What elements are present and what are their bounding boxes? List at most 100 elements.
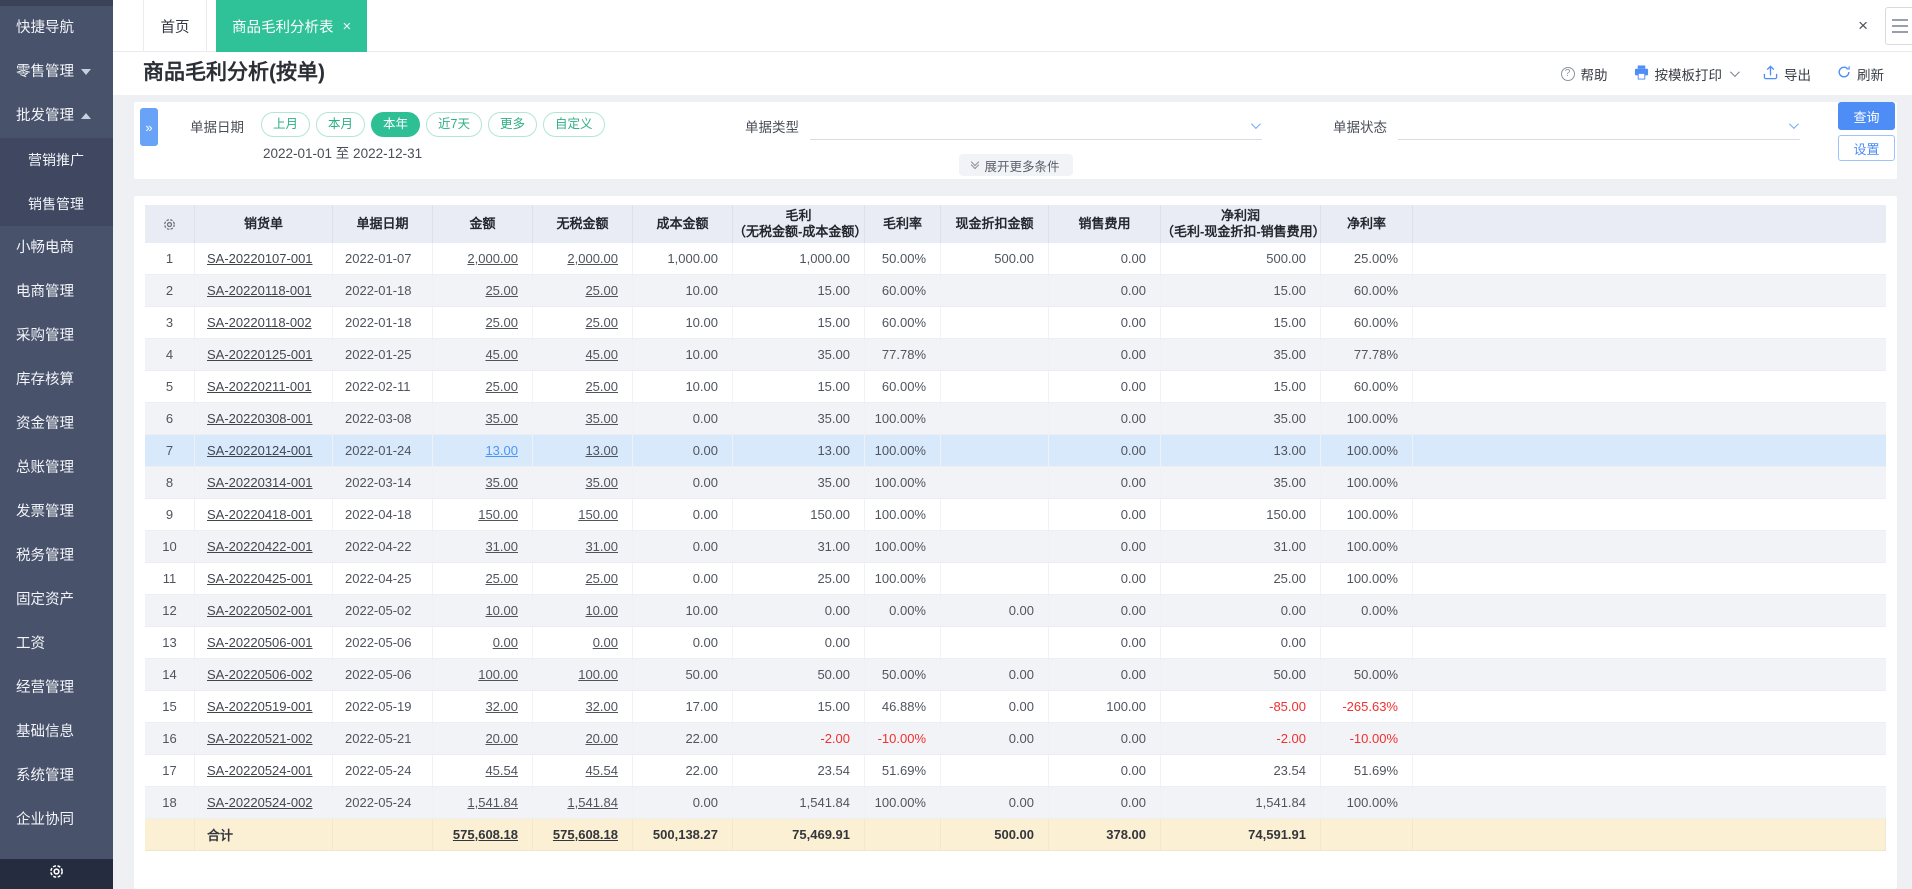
sidebar-item[interactable]: 工资 [0, 622, 113, 666]
table-row[interactable]: 9 SA-20220418-001 2022-04-18 150.00 150.00 0.… [145, 499, 1886, 531]
amount-link[interactable]: 32.00 [485, 699, 518, 714]
sidebar-item[interactable]: 发票管理 [0, 490, 113, 534]
table-row[interactable]: 6 SA-20220308-001 2022-03-08 35.00 35.00 0.00… [145, 403, 1886, 435]
doc-link[interactable]: SA-20220519-001 [207, 699, 313, 714]
tax_free-link[interactable]: 32.00 [585, 699, 618, 714]
column-header-gross[interactable]: 毛利 （无税金额-成本金额） [733, 205, 867, 243]
cell-doc[interactable]: SA-20220308-001 [195, 403, 333, 434]
sidebar-footer[interactable] [0, 859, 113, 889]
amount-link[interactable]: 35.00 [485, 411, 518, 426]
sidebar-item[interactable]: 经营管理 [0, 666, 113, 710]
tab-home[interactable]: 首页 [143, 0, 207, 52]
column-header-selling_exp[interactable]: 销售费用 [1049, 205, 1161, 243]
tab-close-icon[interactable]: × [342, 17, 352, 35]
doc-link[interactable]: SA-20220125-001 [207, 347, 313, 362]
gear-icon[interactable] [48, 863, 65, 885]
doc-link[interactable]: SA-20220521-002 [207, 731, 313, 746]
column-header-gross_rate[interactable]: 毛利率 [865, 205, 941, 243]
expand-more-conditions-button[interactable]: 展开更多条件 [958, 154, 1073, 176]
table-row[interactable]: 7 SA-20220124-001 2022-01-24 13.00 13.00 0.00… [145, 435, 1886, 467]
sidebar-item[interactable]: 基础信息 [0, 710, 113, 754]
sidebar-item[interactable]: 固定资产 [0, 578, 113, 622]
column-header-date[interactable]: 单据日期 [333, 205, 433, 243]
tax_free-link[interactable]: 45.00 [585, 347, 618, 362]
doc-link[interactable]: SA-20220524-002 [207, 795, 313, 810]
doc-link[interactable]: SA-20220124-001 [207, 443, 313, 458]
table-row[interactable]: 14 SA-20220506-002 2022-05-06 100.00 100.00 5… [145, 659, 1886, 691]
doc-link[interactable]: SA-20220425-001 [207, 571, 313, 586]
tax_free-link[interactable]: 25.00 [585, 379, 618, 394]
chevron-down-icon[interactable] [1729, 67, 1740, 78]
cell-doc[interactable]: SA-20220521-002 [195, 723, 333, 754]
amount-link[interactable]: 45.00 [485, 347, 518, 362]
date-option[interactable]: 本年 [371, 112, 421, 137]
amount-link[interactable]: 25.00 [485, 315, 518, 330]
tax_free-link[interactable]: 25.00 [585, 571, 618, 586]
sidebar-item[interactable]: 采购管理 [0, 314, 113, 358]
cell-doc[interactable]: SA-20220506-001 [195, 627, 333, 658]
sidebar-item[interactable]: 小畅电商 [0, 226, 113, 270]
amount-link[interactable]: 20.00 [485, 731, 518, 746]
doc-link[interactable]: SA-20220107-001 [207, 251, 313, 266]
tax_free-link[interactable]: 31.00 [585, 539, 618, 554]
tax_free-link[interactable]: 10.00 [585, 603, 618, 618]
table-row[interactable]: 11 SA-20220425-001 2022-04-25 25.00 25.00 0.0… [145, 563, 1886, 595]
sidebar-item[interactable]: 电商管理 [0, 270, 113, 314]
column-header-net_rate[interactable]: 净利率 [1321, 205, 1413, 243]
date-range-value[interactable]: 2022-01-01 至 2022-12-31 [263, 146, 423, 161]
column-header-tax_free[interactable]: 无税金额 [533, 205, 633, 243]
doc-link[interactable]: SA-20220118-001 [207, 283, 312, 298]
date-option[interactable]: 本月 [316, 112, 366, 137]
tax_free-link[interactable]: 2,000.00 [567, 251, 618, 266]
amount-link[interactable]: 0.00 [492, 635, 518, 650]
sidebar-item[interactable]: 系统管理 [0, 754, 113, 798]
print-by-template-button[interactable]: 按模板打印 [1634, 64, 1740, 84]
table-row[interactable]: 16 SA-20220521-002 2022-05-21 20.00 20.00 22.… [145, 723, 1886, 755]
sidebar-item[interactable]: 税务管理 [0, 534, 113, 578]
tax_free-link[interactable]: 45.54 [585, 763, 618, 778]
tax_free-link[interactable]: 0.00 [592, 635, 618, 650]
amount-link[interactable]: 25.00 [485, 379, 518, 394]
date-option[interactable]: 自定义 [543, 112, 605, 137]
date-option[interactable]: 上月 [261, 112, 311, 137]
sidebar-item[interactable]: 总账管理 [0, 446, 113, 490]
column-header-amount[interactable]: 金额 [433, 205, 533, 243]
settings-button[interactable]: 设置 [1838, 135, 1895, 161]
tab-gross-profit-analysis[interactable]: 商品毛利分析表 × [216, 0, 368, 52]
table-row[interactable]: 18 SA-20220524-002 2022-05-24 1,541.84 1,541… [145, 787, 1886, 819]
tax_free-link[interactable]: 150.00 [578, 507, 618, 522]
cell-doc[interactable]: SA-20220211-001 [195, 371, 333, 402]
refresh-button[interactable]: 刷新 [1837, 64, 1884, 84]
doc-link[interactable]: SA-20220308-001 [207, 411, 313, 426]
table-row[interactable]: 17 SA-20220524-001 2022-05-24 45.54 45.54 22.… [145, 755, 1886, 787]
cell-doc[interactable]: SA-20220422-001 [195, 531, 333, 562]
cell-doc[interactable]: SA-20220418-001 [195, 499, 333, 530]
amount-link[interactable]: 13.00 [485, 443, 518, 458]
doc-link[interactable]: SA-20220506-001 [207, 635, 313, 650]
close-all-icon[interactable]: × [1858, 16, 1868, 35]
cell-doc[interactable]: SA-20220118-002 [195, 307, 333, 338]
amount-link[interactable]: 25.00 [485, 571, 518, 586]
tax_free-link[interactable]: 35.00 [585, 411, 618, 426]
column-header-doc[interactable]: 销货单 [195, 205, 333, 243]
cell-doc[interactable]: SA-20220125-001 [195, 339, 333, 370]
doc-link[interactable]: SA-20220418-001 [207, 507, 313, 522]
table-row[interactable]: 4 SA-20220125-001 2022-01-25 45.00 45.00 10.0… [145, 339, 1886, 371]
tax_free-link[interactable]: 13.00 [585, 443, 618, 458]
collapse-filter-button[interactable]: » [140, 108, 158, 146]
export-button[interactable]: 导出 [1763, 64, 1811, 84]
table-row[interactable]: 13 SA-20220506-001 2022-05-06 0.00 0.00 0.00 0… [145, 627, 1886, 659]
column-header-cost[interactable]: 成本金额 [633, 205, 733, 243]
amount-link[interactable]: 1,541.84 [467, 795, 518, 810]
doc-link[interactable]: SA-20220422-001 [207, 539, 313, 554]
cell-doc[interactable]: SA-20220107-001 [195, 243, 333, 274]
amount-link[interactable]: 100.00 [478, 667, 518, 682]
amount-link[interactable]: 150.00 [478, 507, 518, 522]
doc-link[interactable]: SA-20220502-001 [207, 603, 313, 618]
column-header-cash_discount[interactable]: 现金折扣金额 [941, 205, 1049, 243]
sidebar-item[interactable]: 资金管理 [0, 402, 113, 446]
sidebar-item[interactable]: 批发管理 [0, 94, 113, 138]
doc-link[interactable]: SA-20220524-001 [207, 763, 313, 778]
doc-link[interactable]: SA-20220118-002 [207, 315, 312, 330]
search-button[interactable]: 查询 [1838, 102, 1895, 130]
